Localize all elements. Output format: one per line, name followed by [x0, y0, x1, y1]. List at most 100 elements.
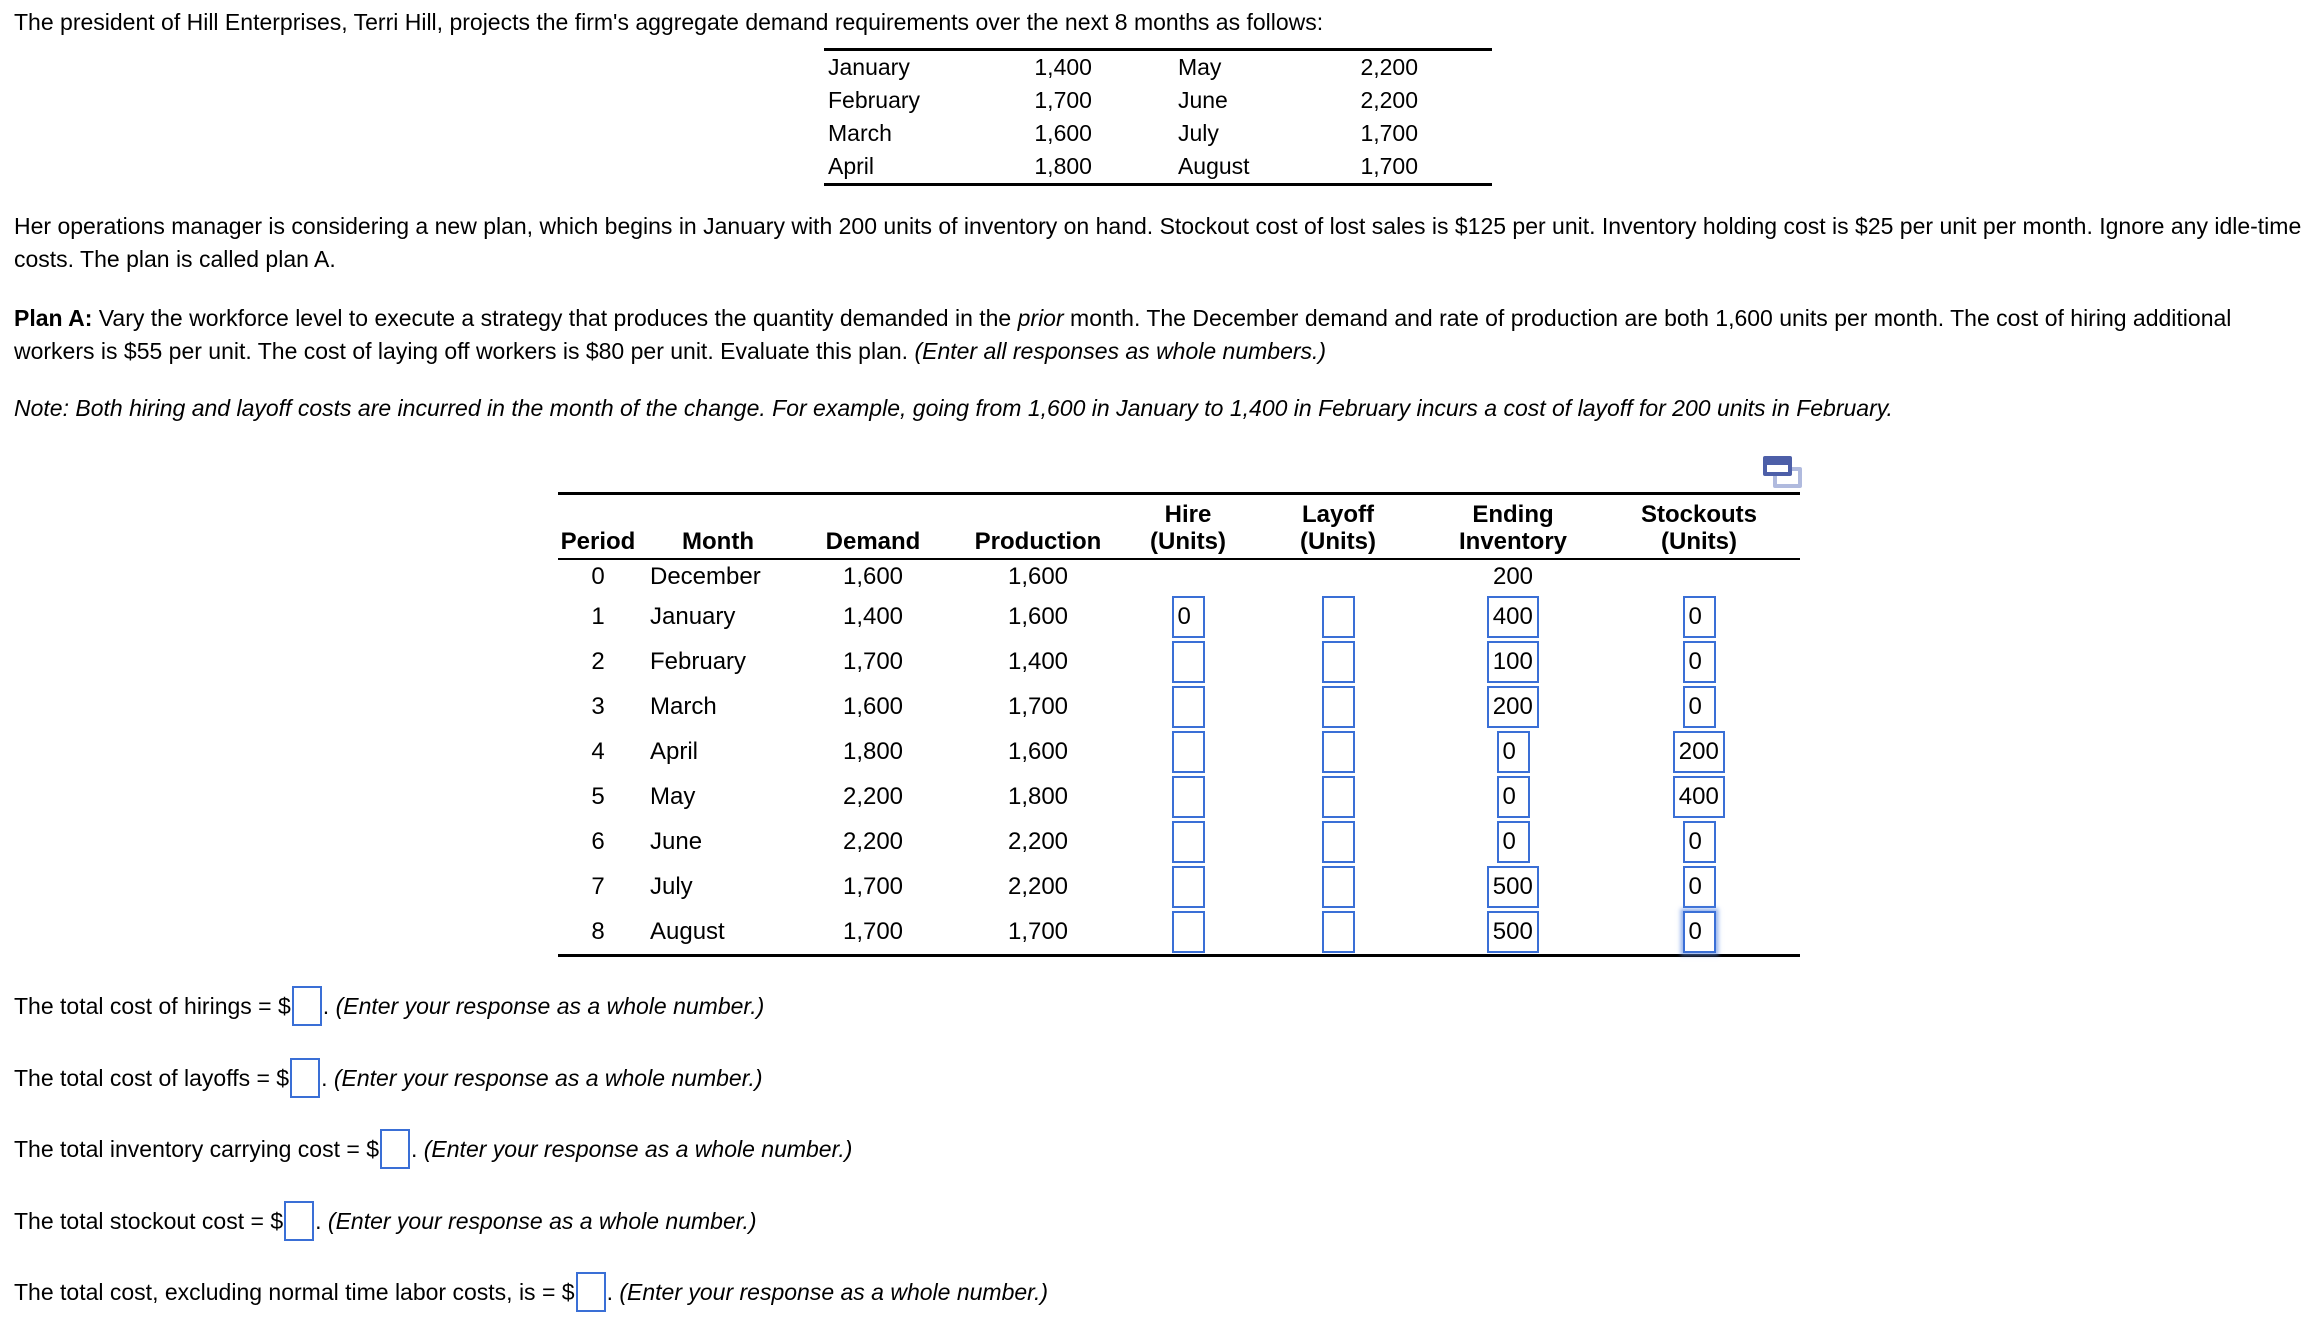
stockouts-input[interactable] [1682, 820, 1716, 863]
hire-input[interactable] [1171, 730, 1205, 773]
month-cell: April [650, 737, 699, 765]
period-separator: . [606, 1278, 620, 1305]
production-cell: 1,600 [1007, 563, 1069, 590]
hire-input[interactable] [1171, 685, 1205, 728]
ending-inventory-cell [1428, 909, 1598, 956]
ending-inventory-input[interactable] [1486, 865, 1540, 908]
hire-cell [1128, 559, 1248, 594]
layoff-input[interactable] [1321, 730, 1355, 773]
demand-value-cell: 1,400 [1034, 54, 1092, 80]
period-cell: 7 [591, 872, 605, 900]
open-table-popout-icon[interactable] [1763, 456, 1803, 492]
table-row: 8 August 1,700 1,700 [558, 909, 1800, 956]
ending-inventory-input[interactable] [1496, 730, 1530, 773]
stockouts-cell [1598, 684, 1800, 729]
stockouts-input[interactable] [1682, 865, 1716, 908]
period-cell: 3 [591, 692, 605, 720]
total-stockout-cost-input[interactable] [284, 1201, 315, 1241]
period-separator: . [321, 1064, 334, 1091]
hire-input[interactable] [1171, 775, 1205, 818]
plan-a-instruction: (Enter all responses as whole numbers.) [914, 337, 1327, 364]
ending-inventory-input[interactable] [1486, 595, 1540, 638]
layoff-input[interactable] [1321, 595, 1355, 638]
intro-paragraph: The president of Hill Enterprises, Terri… [14, 9, 1324, 35]
demand-value-cell: 1,700 [1034, 87, 1092, 113]
demand-cell: 1,400 [842, 602, 904, 630]
header-production: Production [948, 493, 1128, 560]
popout-icon-front-rect [1763, 456, 1792, 476]
demand-cell: 1,600 [842, 692, 904, 720]
demand-table-row: April 1,800 August 1,700 [824, 150, 1492, 185]
ending-inventory-cell: 200 [1428, 559, 1598, 594]
demand-cell: 1,700 [842, 872, 904, 900]
ending-inventory-input[interactable] [1486, 910, 1540, 953]
hire-input[interactable] [1171, 820, 1205, 863]
ending-inventory-input[interactable] [1496, 820, 1530, 863]
hire-input[interactable] [1171, 640, 1205, 683]
stockouts-input[interactable] [1672, 775, 1726, 818]
stockouts-input[interactable] [1682, 640, 1716, 683]
layoff-input[interactable] [1321, 775, 1355, 818]
layoff-input[interactable] [1321, 685, 1355, 728]
demand-value-cell: 1,600 [1034, 120, 1092, 146]
ending-inventory-input[interactable] [1496, 775, 1530, 818]
total-inventory-carrying-cost-input[interactable] [379, 1129, 410, 1169]
hire-input[interactable] [1171, 910, 1205, 953]
header-hire-units: Hire (Units) [1128, 493, 1248, 560]
layoff-input[interactable] [1321, 910, 1355, 953]
month-cell: January [650, 602, 736, 630]
hire-input[interactable] [1171, 595, 1205, 638]
stockouts-cell [1598, 559, 1800, 594]
demand-month-cell: January [828, 54, 910, 80]
header-month: Month [638, 493, 798, 560]
layoff-cell [1248, 819, 1428, 864]
total-inventory-carrying-cost-label: The total inventory carrying cost = $ [14, 1135, 379, 1162]
stockouts-input[interactable] [1672, 730, 1726, 773]
layoff-input[interactable] [1321, 865, 1355, 908]
total-cost-excluding-labor-input[interactable] [575, 1272, 606, 1312]
ending-inventory-cell [1428, 819, 1598, 864]
layoff-input[interactable] [1321, 820, 1355, 863]
total-layoff-cost-question: The total cost of layoffs = $. (Enter yo… [14, 1056, 763, 1100]
table-header-row: Period Month Demand Production Hire (Unit… [558, 493, 1800, 560]
table-row: 2 February 1,700 1,400 [558, 639, 1800, 684]
table-row: 7 July 1,700 2,200 [558, 864, 1800, 909]
demand-month-cell: April [828, 153, 875, 179]
whole-number-note: (Enter your response as a whole number.) [335, 992, 765, 1019]
stockouts-input[interactable] [1682, 595, 1716, 638]
total-layoff-cost-input[interactable] [290, 1058, 321, 1098]
hire-cell [1128, 639, 1248, 684]
layoff-cell [1248, 729, 1428, 774]
stockouts-cell [1598, 774, 1800, 819]
total-hiring-cost-label: The total cost of hirings = $ [14, 992, 291, 1019]
period-cell: 6 [591, 827, 605, 855]
total-inventory-carrying-cost-question: The total inventory carrying cost = $. (… [14, 1127, 852, 1171]
stockouts-cell [1598, 594, 1800, 639]
period-cell: 2 [591, 647, 605, 675]
demand-cell: 1,700 [842, 647, 904, 675]
hire-cell [1128, 864, 1248, 909]
demand-month-cell: August [1177, 153, 1250, 179]
hire-cell [1128, 729, 1248, 774]
ending-inventory-input[interactable] [1486, 685, 1540, 728]
demand-month-cell: March [828, 120, 892, 146]
hire-input[interactable] [1171, 865, 1205, 908]
total-layoff-cost-label: The total cost of layoffs = $ [14, 1064, 290, 1091]
layoff-cell [1248, 559, 1428, 594]
layoff-input[interactable] [1321, 640, 1355, 683]
hire-cell [1128, 594, 1248, 639]
header-layoff-units: Layoff (Units) [1248, 493, 1428, 560]
total-hiring-cost-input[interactable] [291, 986, 322, 1026]
whole-number-note: (Enter your response as a whole number.) [327, 1207, 757, 1234]
total-cost-excluding-labor-label: The total cost, excluding normal time la… [14, 1278, 575, 1305]
stockouts-cell [1598, 639, 1800, 684]
stockouts-cell [1598, 729, 1800, 774]
operations-paragraph: Her operations manager is considering a … [14, 213, 2302, 272]
stockouts-input[interactable] [1682, 685, 1716, 728]
demand-cell: 2,200 [842, 827, 904, 855]
month-cell: May [650, 782, 696, 810]
stockouts-input[interactable] [1682, 910, 1716, 953]
ending-inventory-cell [1428, 729, 1598, 774]
hire-cell [1128, 774, 1248, 819]
ending-inventory-input[interactable] [1486, 640, 1540, 683]
